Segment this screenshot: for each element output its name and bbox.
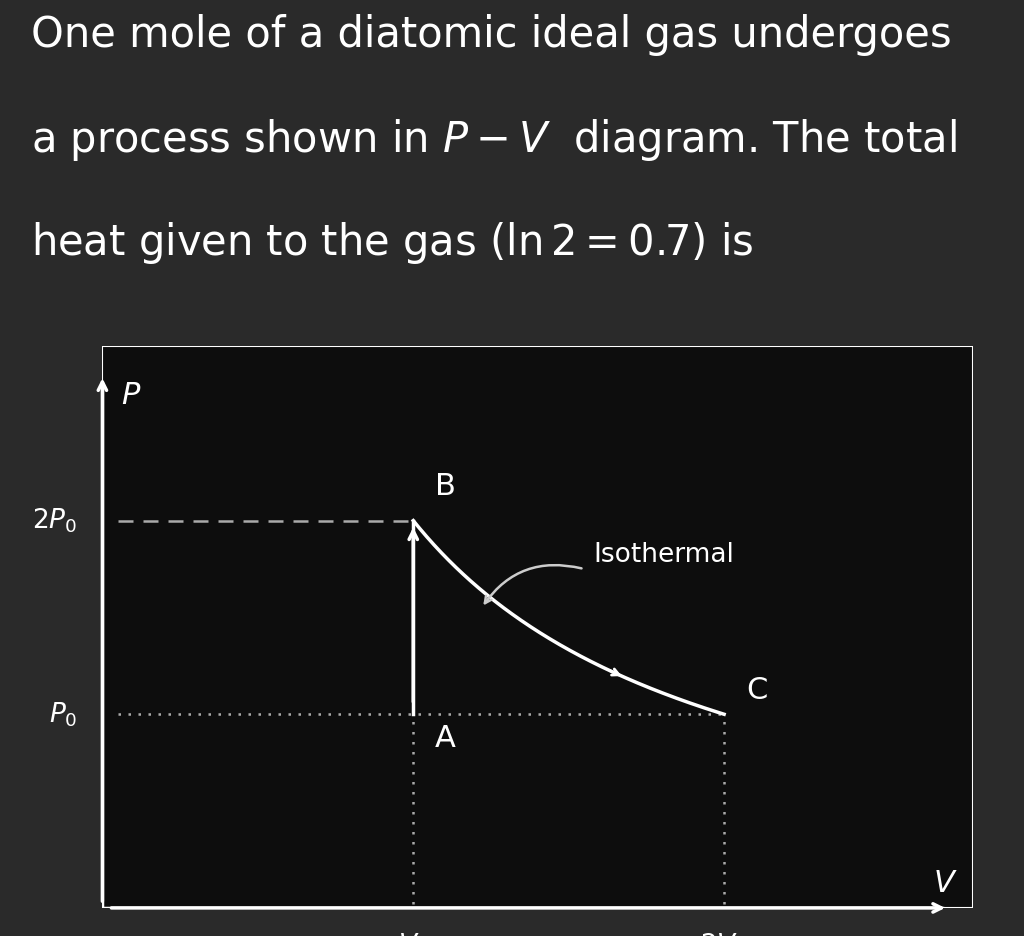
Text: C: C [745,676,767,705]
Text: $P$: $P$ [121,381,141,410]
Text: Isothermal: Isothermal [594,543,734,568]
Text: $V_0$: $V_0$ [398,931,428,936]
Text: $P_0$: $P_0$ [49,700,78,728]
Text: heat given to the gas ($\ln 2 = 0.7$) is: heat given to the gas ($\ln 2 = 0.7$) is [31,220,754,266]
Text: a process shown in $P-V$  diagram. The total: a process shown in $P-V$ diagram. The to… [31,117,956,163]
Text: $V$: $V$ [933,870,957,899]
Text: B: B [435,473,456,502]
Text: A: A [435,724,456,753]
Text: $2P_0$: $2P_0$ [33,506,78,534]
Text: $2V_0$: $2V_0$ [700,931,748,936]
Text: One mole of a diatomic ideal gas undergoes: One mole of a diatomic ideal gas undergo… [31,14,951,56]
